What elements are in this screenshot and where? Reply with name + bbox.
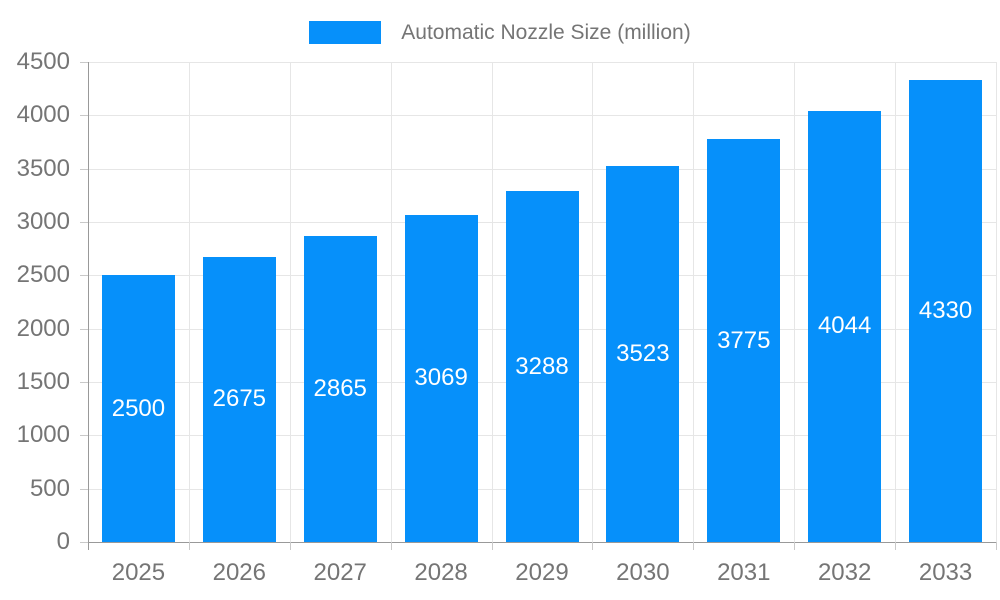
x-tick-4 [491, 542, 493, 550]
bar-2031[interactable] [707, 139, 781, 542]
gridline-x-2 [289, 62, 291, 542]
x-axis-label-2027: 2027 [313, 559, 367, 586]
x-tick-6 [693, 542, 695, 550]
x-tick-7 [794, 542, 796, 550]
y-axis-label-2500: 2500 [16, 261, 70, 289]
legend-swatch [309, 21, 382, 44]
gridline-x-8 [895, 62, 897, 542]
x-axis-label-2031: 2031 [717, 559, 771, 586]
gridline-y-4500 [88, 62, 996, 63]
x-tick-1 [188, 542, 190, 550]
y-tick-4000 [80, 115, 88, 117]
bar-2026[interactable] [202, 256, 276, 542]
x-axis-baseline [88, 542, 996, 543]
x-axis-label-2033: 2033 [918, 559, 973, 586]
x-tick-3 [390, 542, 392, 550]
x-axis-label-2025: 2025 [111, 559, 166, 586]
x-axis-label-2026: 2026 [212, 559, 266, 586]
gridline-x-9 [996, 62, 997, 542]
x-tick-9 [996, 542, 997, 550]
y-axis-label-3000: 3000 [16, 208, 70, 235]
bar-2029[interactable] [505, 191, 579, 542]
legend-label: Automatic Nozzle Size (million) [401, 21, 691, 44]
x-axis-label-2032: 2032 [817, 559, 872, 586]
y-tick-2500 [80, 275, 88, 277]
gridline-x-1 [188, 62, 190, 542]
y-axis-label-1500: 1500 [16, 368, 70, 395]
bar-2025[interactable] [101, 275, 175, 542]
bar-2032[interactable] [808, 110, 882, 542]
y-tick-0 [80, 542, 88, 543]
x-tick-5 [592, 542, 594, 550]
bar-2033[interactable] [909, 80, 983, 542]
y-axis-label-500: 500 [29, 474, 70, 502]
y-axis-label-3500: 3500 [16, 154, 70, 182]
bar-2028[interactable] [404, 214, 478, 542]
y-axis-label-2000: 2000 [16, 314, 70, 342]
bar-2027[interactable] [303, 236, 377, 542]
y-tick-500 [80, 488, 88, 490]
y-tick-3500 [80, 168, 88, 170]
bar-2030[interactable] [606, 166, 680, 542]
x-tick-2 [289, 542, 291, 550]
x-axis-label-2028: 2028 [414, 559, 468, 586]
x-axis-label-2030: 2030 [616, 559, 670, 586]
legend-item[interactable]: Automatic Nozzle Size (million) [0, 21, 1000, 44]
y-tick-1000 [80, 435, 88, 437]
y-axis-label-4000: 4000 [16, 101, 70, 129]
gridline-y-4000 [88, 115, 996, 117]
y-axis-label-4500: 4500 [16, 48, 70, 75]
x-tick-8 [895, 542, 897, 550]
gridline-x-5 [592, 62, 594, 542]
y-tick-4500 [80, 62, 88, 63]
y-axis-line [88, 62, 89, 550]
gridline-x-4 [491, 62, 493, 542]
y-axis-label-0: 0 [56, 528, 70, 555]
y-tick-2000 [80, 328, 88, 330]
x-axis-label-2029: 2029 [515, 559, 569, 586]
gridline-x-7 [794, 62, 796, 542]
gridline-y-3500 [88, 168, 996, 170]
y-axis-label-1000: 1000 [16, 421, 70, 449]
y-tick-1500 [80, 382, 88, 383]
y-tick-3000 [80, 222, 88, 223]
gridline-x-3 [390, 62, 392, 542]
gridline-x-6 [693, 62, 695, 542]
